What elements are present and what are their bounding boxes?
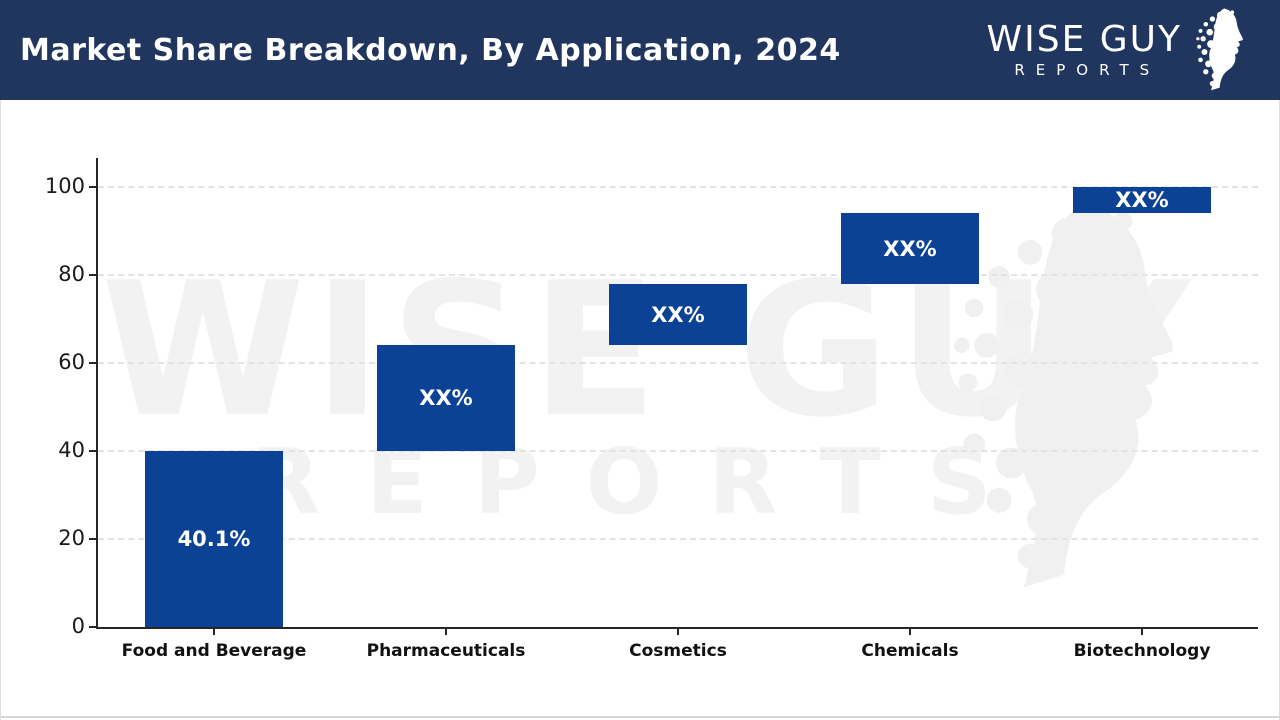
bar-0: 40.1% — [145, 450, 283, 627]
dotted-head-icon — [1196, 8, 1243, 91]
brand-logo-text: WISE GUY REPORTS — [987, 21, 1183, 79]
page-title: Market Share Breakdown, By Application, … — [20, 32, 841, 68]
y-tick-label-0: 0 — [71, 614, 85, 638]
y-tick-label-100: 100 — [44, 174, 85, 198]
bar-value-label: XX% — [1115, 188, 1169, 213]
y-tick-80 — [89, 274, 97, 276]
x-category-label-2: Cosmetics — [629, 641, 727, 661]
bar-1: XX% — [377, 345, 515, 451]
y-tick-60 — [89, 362, 97, 364]
x-tick-3 — [909, 629, 911, 635]
y-tick-0 — [89, 626, 97, 628]
x-category-label-1: Pharmaceuticals — [366, 641, 526, 661]
bar-2: XX% — [609, 283, 747, 346]
brand-subname: REPORTS — [1014, 60, 1161, 79]
y-tick-label-80: 80 — [58, 262, 85, 286]
x-tick-2 — [677, 629, 679, 635]
bar-4: XX% — [1073, 187, 1211, 214]
gridline-60 — [98, 362, 1258, 364]
bar-value-label: XX% — [419, 385, 473, 410]
y-axis-line — [96, 158, 98, 629]
watermark-text-2: REPORTS — [251, 430, 1038, 535]
y-tick-20 — [89, 538, 97, 540]
bar-value-label: 40.1% — [177, 526, 251, 551]
bar-3: XX% — [841, 213, 979, 284]
gridline-100 — [98, 186, 1258, 188]
x-tick-4 — [1141, 629, 1143, 635]
x-tick-0 — [213, 629, 215, 635]
gridline-20 — [98, 538, 1258, 540]
x-category-label-0: Food and Beverage — [121, 641, 307, 661]
y-tick-100 — [89, 186, 97, 188]
x-category-label-4: Biotechnology — [1073, 641, 1211, 661]
brand-name: WISE GUY — [986, 19, 1182, 61]
y-tick-40 — [89, 450, 97, 452]
gridline-80 — [98, 274, 1258, 276]
y-tick-label-20: 20 — [58, 526, 85, 550]
x-axis-line — [96, 627, 1258, 629]
x-category-label-3: Chemicals — [861, 641, 959, 661]
gridline-40 — [98, 450, 1258, 452]
header-bar: Market Share Breakdown, By Application, … — [0, 0, 1280, 100]
x-tick-1 — [445, 629, 447, 635]
y-tick-label-40: 40 — [58, 438, 85, 462]
brand-logo: WISE GUY REPORTS — [987, 7, 1253, 93]
y-tick-label-60: 60 — [58, 350, 85, 374]
bar-value-label: XX% — [651, 302, 705, 327]
chart-area: WISE GUY REPORTS 0 20 40 60 80 100 40.1% Food a… — [0, 100, 1280, 720]
bar-value-label: XX% — [883, 236, 937, 261]
page-bottom-rule — [1, 716, 1280, 718]
